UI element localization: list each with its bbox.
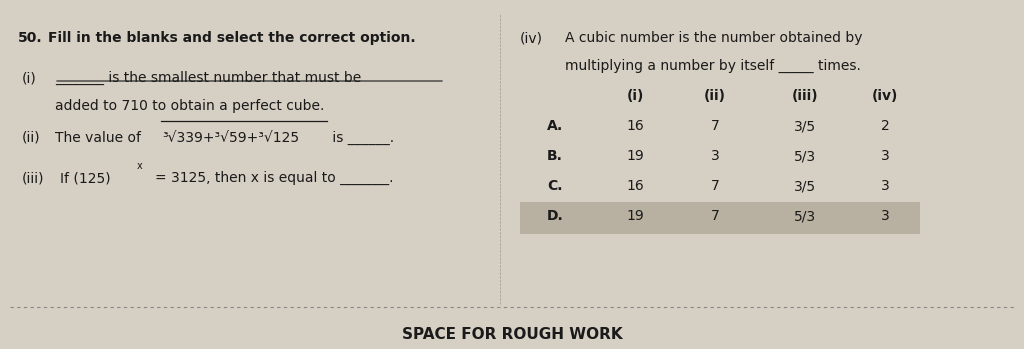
Text: (iv): (iv) — [871, 89, 898, 103]
Text: 5/3: 5/3 — [794, 209, 816, 223]
FancyBboxPatch shape — [520, 202, 920, 234]
Text: 3: 3 — [881, 149, 890, 163]
Text: Fill in the blanks and select the correct option.: Fill in the blanks and select the correc… — [48, 31, 416, 45]
Text: (ii): (ii) — [22, 131, 41, 145]
Text: (iv): (iv) — [520, 31, 543, 45]
Text: = 3125, then x is equal to _______.: = 3125, then x is equal to _______. — [155, 171, 393, 185]
Text: 3: 3 — [881, 209, 890, 223]
Text: 16: 16 — [626, 119, 644, 133]
Text: 3: 3 — [881, 179, 890, 193]
Text: D.: D. — [547, 209, 563, 223]
Text: multiplying a number by itself _____ times.: multiplying a number by itself _____ tim… — [565, 59, 861, 73]
Text: 2: 2 — [881, 119, 890, 133]
Text: added to 710 to obtain a perfect cube.: added to 710 to obtain a perfect cube. — [55, 99, 325, 113]
Text: (ii): (ii) — [705, 89, 726, 103]
Text: ³√339+³√59+³√125: ³√339+³√59+³√125 — [162, 131, 299, 145]
Text: 50.: 50. — [18, 31, 43, 45]
Text: B.: B. — [547, 149, 563, 163]
Text: A cubic number is the number obtained by: A cubic number is the number obtained by — [565, 31, 862, 45]
Text: x: x — [137, 161, 142, 171]
Text: C.: C. — [547, 179, 563, 193]
Text: 7: 7 — [711, 209, 720, 223]
Text: If (125): If (125) — [60, 171, 111, 185]
Text: 3/5: 3/5 — [794, 119, 816, 133]
Text: 7: 7 — [711, 179, 720, 193]
Text: (i): (i) — [627, 89, 644, 103]
Text: 19: 19 — [626, 149, 644, 163]
Text: is ______.: is ______. — [328, 131, 394, 145]
Text: (iii): (iii) — [792, 89, 818, 103]
Text: 3/5: 3/5 — [794, 179, 816, 193]
Text: 3: 3 — [711, 149, 720, 163]
Text: SPACE FOR ROUGH WORK: SPACE FOR ROUGH WORK — [401, 327, 623, 342]
Text: 19: 19 — [626, 209, 644, 223]
Text: A.: A. — [547, 119, 563, 133]
Text: The value of: The value of — [55, 131, 145, 145]
Text: (iii): (iii) — [22, 171, 44, 185]
Text: 16: 16 — [626, 179, 644, 193]
Text: (i): (i) — [22, 71, 37, 85]
Text: _______ is the smallest number that must be: _______ is the smallest number that must… — [55, 71, 361, 85]
Text: 7: 7 — [711, 119, 720, 133]
Text: 5/3: 5/3 — [794, 149, 816, 163]
